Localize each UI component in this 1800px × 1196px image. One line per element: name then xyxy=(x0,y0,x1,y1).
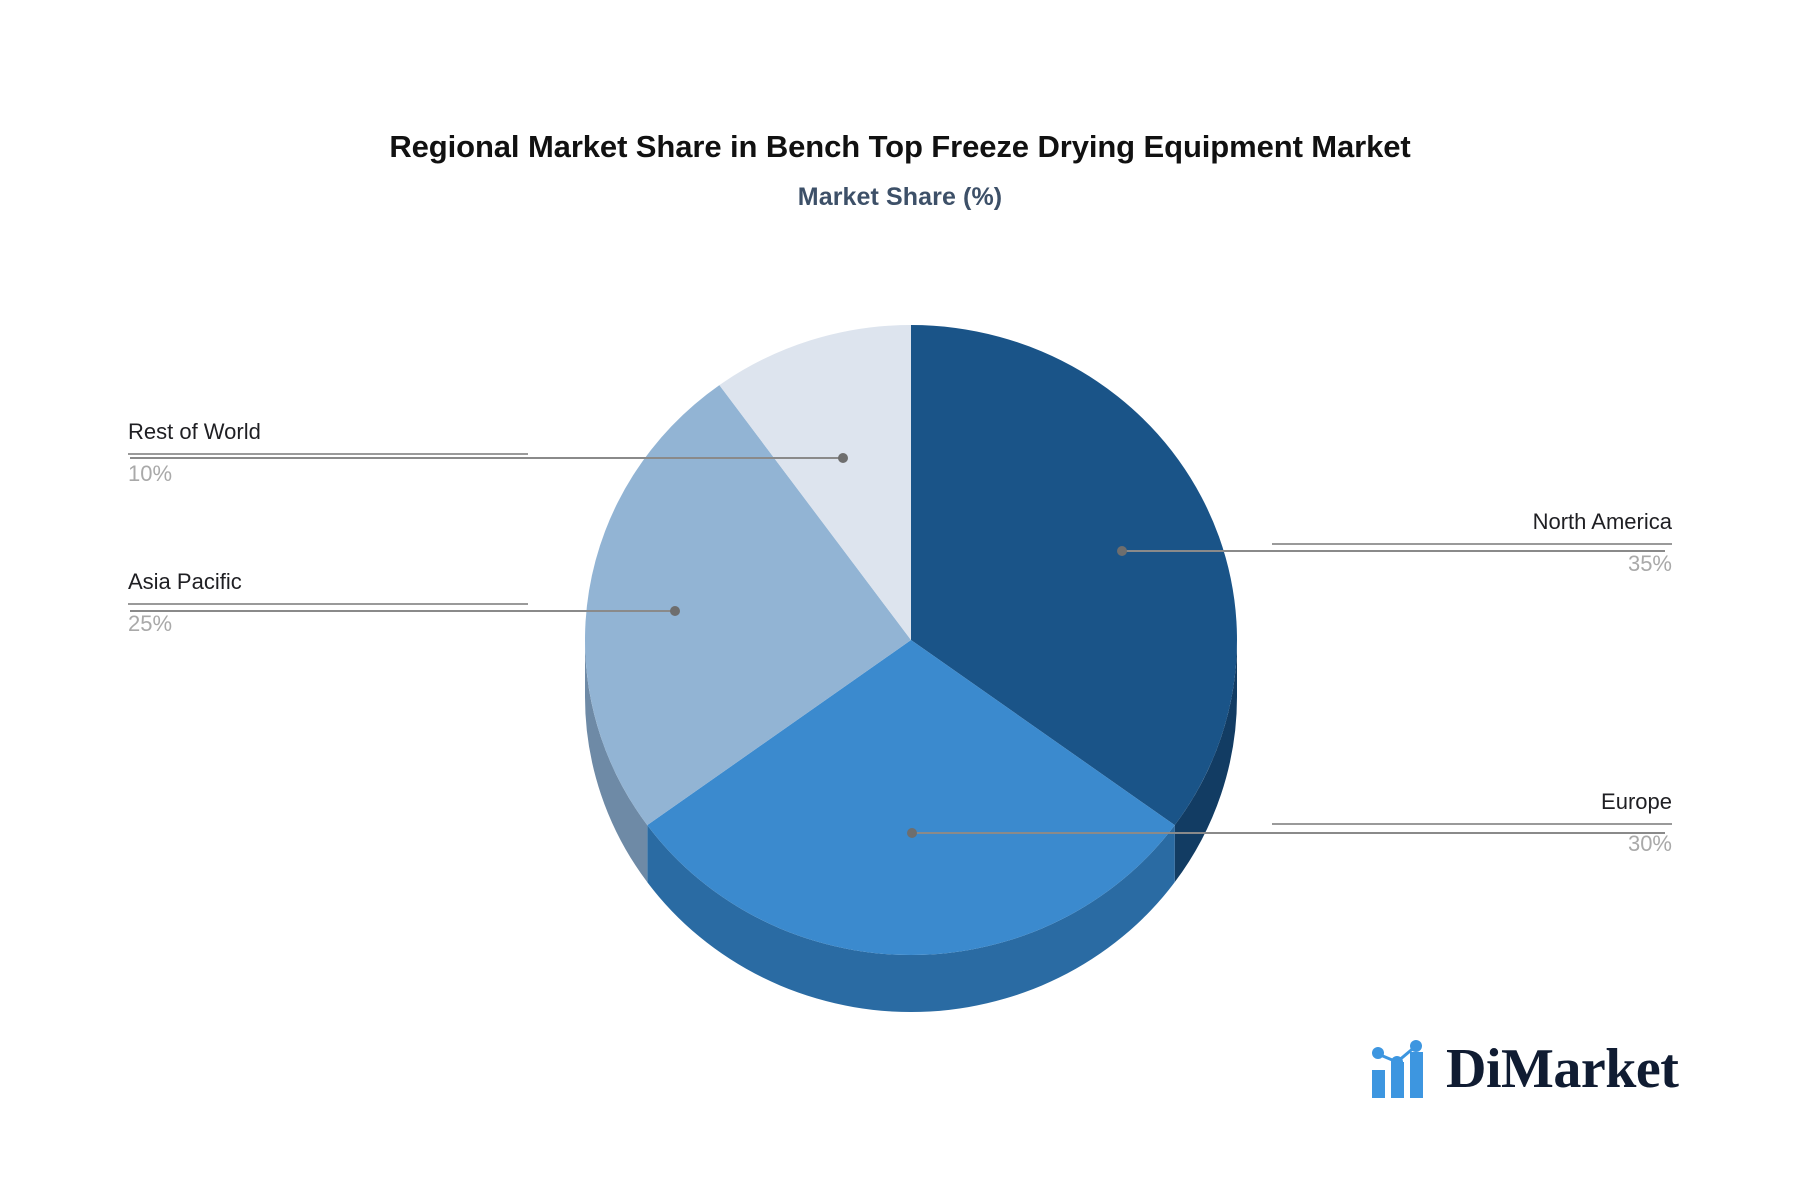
callout-rest-of-world[interactable]: Rest of World 10% xyxy=(128,418,528,487)
callout-europe[interactable]: Europe 30% xyxy=(1272,788,1672,857)
pie-slice-asia-pacific[interactable] xyxy=(585,385,911,826)
callout-value-north-america: 35% xyxy=(1627,550,1672,576)
depth-asia-pacific xyxy=(585,640,648,883)
leader-lines xyxy=(130,453,1665,838)
leader-north-america xyxy=(1117,546,1665,556)
pie-slices xyxy=(585,325,1237,956)
callout-label-rest-of-world: Rest of World xyxy=(128,419,261,444)
callout-rule xyxy=(128,452,528,455)
callout-rule xyxy=(1272,822,1672,825)
callout-rule xyxy=(128,602,528,605)
callout-value-rest-of-world: 10% xyxy=(128,460,173,486)
leader-europe xyxy=(907,828,1665,838)
callout-label-europe: Europe xyxy=(1601,789,1672,814)
logo-wordmark: DiMarket xyxy=(1446,1038,1679,1100)
callout-label-asia-pacific: Asia Pacific xyxy=(128,569,242,594)
pie-slice-north-america[interactable] xyxy=(911,325,1237,826)
pie-slice-europe[interactable] xyxy=(647,640,1175,956)
pie-depth-wall xyxy=(585,640,1237,1012)
callout-north-america[interactable]: North America 35% xyxy=(1272,508,1672,577)
brand-logo: DiMarket xyxy=(1370,1038,1679,1100)
callout-value-europe: 30% xyxy=(1627,830,1672,856)
leader-rest-of-world xyxy=(130,453,848,463)
callout-value-asia-pacific: 25% xyxy=(128,610,173,636)
depth-europe xyxy=(647,825,1175,1012)
callout-label-north-america: North America xyxy=(1532,509,1672,534)
bar-chart-icon xyxy=(1372,1040,1423,1098)
callout-rule xyxy=(1272,542,1672,545)
leader-asia-pacific xyxy=(130,606,680,616)
depth-north-america xyxy=(1174,640,1237,883)
callout-asia-pacific[interactable]: Asia Pacific 25% xyxy=(128,568,528,637)
pie-slice-rest-of-world[interactable] xyxy=(719,325,911,640)
pie-3d-body xyxy=(585,325,1237,1012)
